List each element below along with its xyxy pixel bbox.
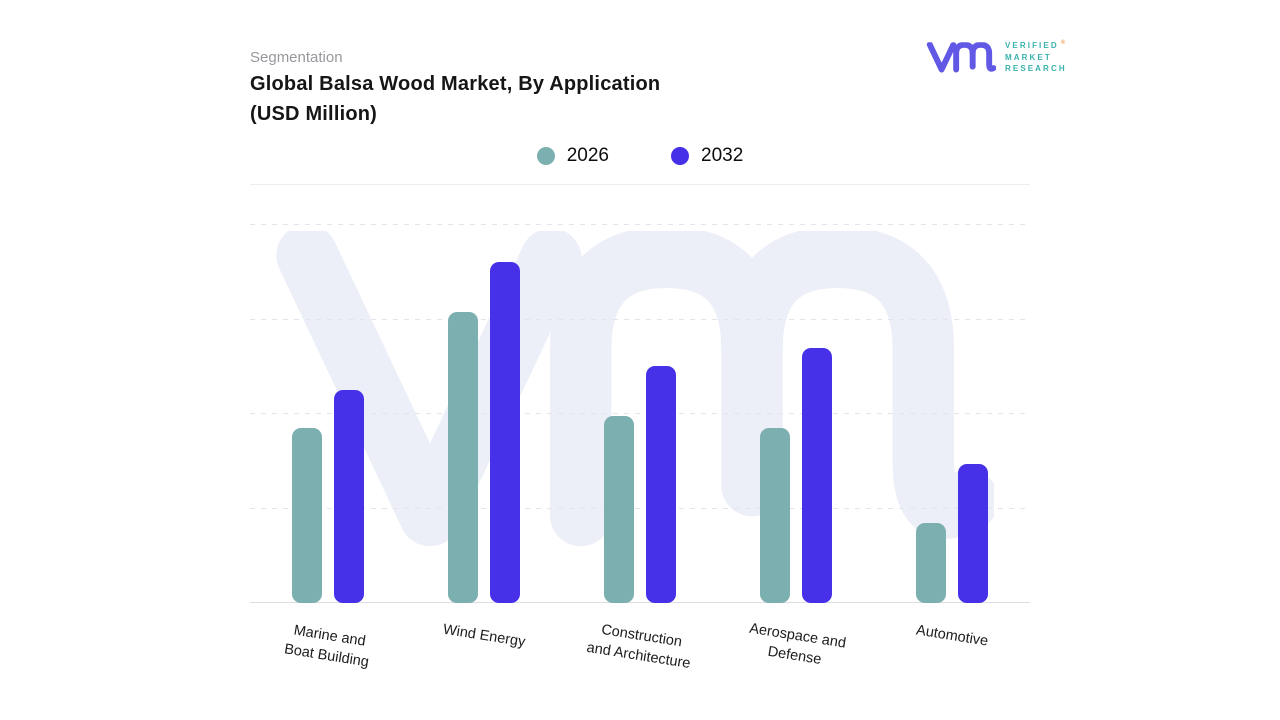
- logo-line-1: VERIFIED: [1005, 41, 1059, 50]
- legend-label-2032: 2032: [701, 145, 744, 166]
- chart-legend: 2026 2032: [250, 145, 1030, 167]
- legend-label-2026: 2026: [566, 145, 609, 166]
- legend-item-2026: 2026: [536, 145, 609, 167]
- logo-line-2: MARKET: [1005, 52, 1052, 62]
- gridline: [250, 413, 1030, 414]
- bar-2026-marine-and-boat-building: [292, 428, 322, 603]
- vmr-logo-text: VERIFIED ® MARKET RESEARCH: [1005, 40, 1067, 75]
- gridline: [250, 318, 1030, 320]
- registered-mark: ®: [1060, 40, 1066, 46]
- legend-dot-2026-icon: [536, 147, 555, 165]
- bar-2032-aerospace-and-defense: [802, 348, 832, 603]
- bar-2032-wind-energy: [490, 262, 520, 603]
- page-title-units: (USD Million): [250, 103, 378, 125]
- bar-2032-automotive: [958, 464, 988, 603]
- vmr-logo: VERIFIED ® MARKET RESEARCH: [926, 40, 1067, 75]
- bar-2026-automotive: [916, 523, 946, 603]
- bar-2026-wind-energy: [448, 312, 478, 603]
- plot-area: [250, 224, 1030, 603]
- logo-line-3: RESEARCH: [1005, 64, 1067, 74]
- page-title: Global Balsa Wood Market, By Application: [250, 73, 661, 95]
- gridline: [250, 507, 1030, 509]
- bar-2032-construction-and-architecture: [646, 366, 676, 603]
- gridline: [250, 224, 1030, 225]
- section-label: Segmentation: [250, 49, 343, 66]
- x-axis-line: [250, 602, 1030, 603]
- bar-2026-construction-and-architecture: [604, 416, 634, 603]
- legend-dot-2032-icon: [671, 147, 689, 165]
- vmr-monogram-icon: [926, 41, 996, 74]
- legend-item-2032: 2032: [671, 145, 743, 167]
- header-divider: [250, 184, 1030, 185]
- bar-2032-marine-and-boat-building: [334, 390, 364, 603]
- x-axis-labels: Marine and Boat Building Wind Energy Constr…: [250, 603, 1030, 703]
- bar-2026-aerospace-and-defense: [760, 428, 790, 603]
